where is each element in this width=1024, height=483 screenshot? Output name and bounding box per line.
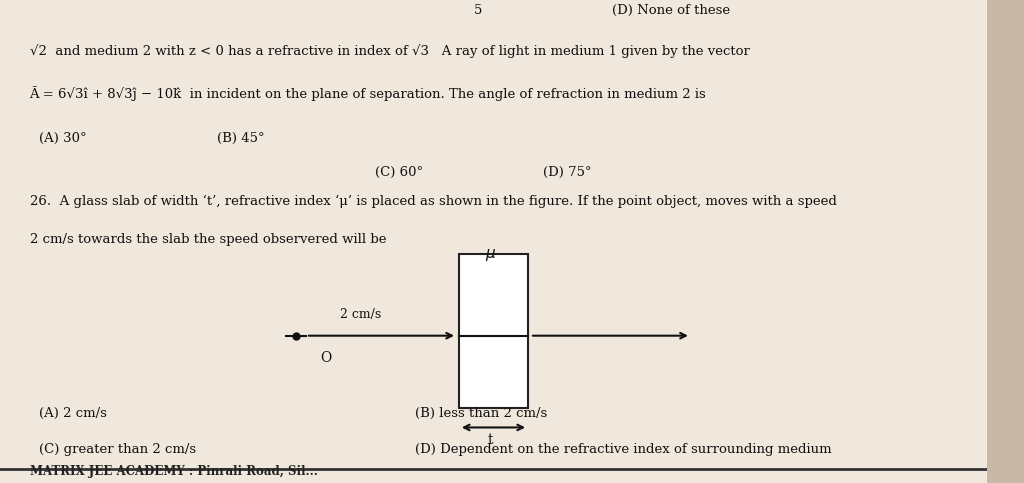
Text: 5: 5 — [474, 4, 482, 17]
Text: t: t — [487, 433, 494, 447]
Text: (D) Dependent on the refractive index of surrounding medium: (D) Dependent on the refractive index of… — [415, 443, 831, 456]
Text: √2  and medium 2 with z < 0 has a refractive in index of √3   A ray of light in : √2 and medium 2 with z < 0 has a refract… — [30, 44, 750, 58]
Text: (C) greater than 2 cm/s: (C) greater than 2 cm/s — [40, 443, 197, 456]
Bar — [459, 254, 528, 408]
Text: (D) None of these: (D) None of these — [612, 4, 730, 17]
Text: Ã = 6√3î + 8√3ĵ − 10k̂  in incident on the plane of separation. The angle of ref: Ã = 6√3î + 8√3ĵ − 10k̂ in incident on th… — [30, 86, 707, 101]
Text: 2 cm/s: 2 cm/s — [340, 308, 381, 321]
Text: (A) 2 cm/s: (A) 2 cm/s — [40, 407, 108, 420]
Text: $\mu$: $\mu$ — [485, 247, 496, 263]
Text: O: O — [321, 351, 332, 365]
Text: 26.  A glass slab of width ‘t’, refractive index ‘μ’ is placed as shown in the f: 26. A glass slab of width ‘t’, refractiv… — [30, 195, 837, 208]
Text: (B) less than 2 cm/s: (B) less than 2 cm/s — [415, 407, 547, 420]
Text: (A) 30°: (A) 30° — [40, 132, 87, 145]
Text: MATRIX JEE ACADEMY : Pinrali Road, Sil...: MATRIX JEE ACADEMY : Pinrali Road, Sil..… — [30, 465, 317, 478]
Text: (B) 45°: (B) 45° — [217, 132, 265, 145]
Text: (C) 60°: (C) 60° — [375, 166, 423, 179]
Text: 2 cm/s towards the slab the speed observered will be: 2 cm/s towards the slab the speed observ… — [30, 233, 386, 246]
Text: (D) 75°: (D) 75° — [543, 166, 592, 179]
